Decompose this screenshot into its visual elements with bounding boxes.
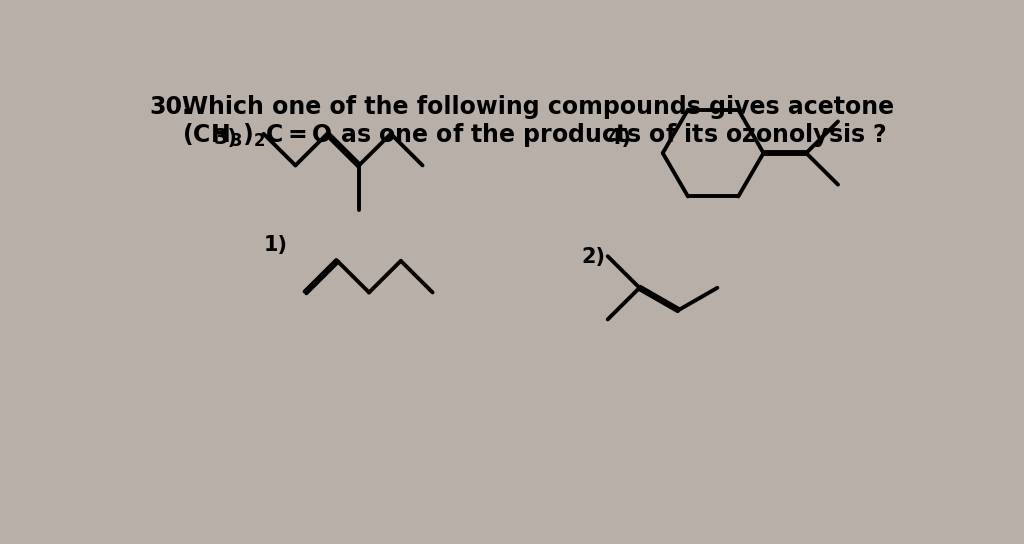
Text: 30.: 30. [150,95,191,119]
Text: 4): 4) [607,128,631,147]
Text: 3): 3) [213,128,238,147]
Text: Which one of the following compounds gives acetone: Which one of the following compounds giv… [182,95,894,119]
Text: $\mathbf{(CH_3)_2C = O}$ as one of the products of its ozonolysis ?: $\mathbf{(CH_3)_2C = O}$ as one of the p… [182,121,887,149]
Text: 2): 2) [582,247,605,267]
Text: 1): 1) [263,236,288,256]
